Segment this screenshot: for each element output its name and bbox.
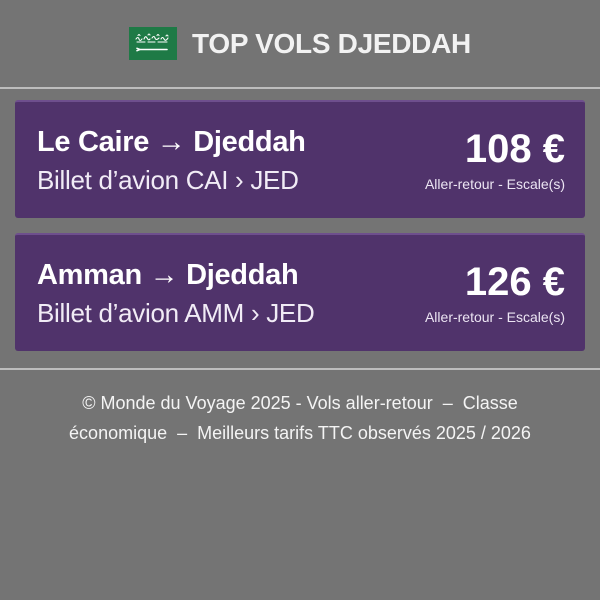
offer-route-block: Amman → Djeddah Billet d’avion AMM › JED xyxy=(37,258,315,328)
page-title: TOP VOLS DJEDDAH xyxy=(192,27,471,59)
footer: © Monde du Voyage 2025 - Vols aller-reto… xyxy=(0,370,600,448)
offers-list: Le Caire → Djeddah Billet d’avion CAI › … xyxy=(0,100,600,351)
header: TOP VOLS DJEDDAH xyxy=(0,0,600,89)
offer-route: Le Caire → Djeddah xyxy=(37,125,306,158)
offer-subtitle: Billet d’avion CAI › JED xyxy=(37,164,299,195)
saudi-arabia-flag-icon xyxy=(129,27,178,60)
footer-divider xyxy=(0,368,600,370)
offer-price: 108 € xyxy=(464,126,565,171)
offer-price-block: 108 € Aller-retour - Escale(s) xyxy=(425,129,565,192)
offer-price: 126 € xyxy=(464,259,565,304)
offer-price-note: Aller-retour - Escale(s) xyxy=(424,308,565,325)
offer-price-block: 126 € Aller-retour - Escale(s) xyxy=(425,262,565,325)
footer-tariff-line: économique – Meilleurs tarifs TTC observ… xyxy=(69,423,531,443)
offer-subtitle: Billet d’avion AMM › JED xyxy=(37,297,315,328)
footer-copyright-line: © Monde du Voyage 2025 - Vols aller-reto… xyxy=(82,393,518,413)
offer-card-amman-djeddah[interactable]: Amman → Djeddah Billet d’avion AMM › JED… xyxy=(15,233,585,351)
offer-price-note: Aller-retour - Escale(s) xyxy=(424,175,565,192)
offer-route: Amman → Djeddah xyxy=(37,258,299,291)
offer-card-caire-djeddah[interactable]: Le Caire → Djeddah Billet d’avion CAI › … xyxy=(15,100,585,218)
offer-route-block: Le Caire → Djeddah Billet d’avion CAI › … xyxy=(37,125,306,195)
